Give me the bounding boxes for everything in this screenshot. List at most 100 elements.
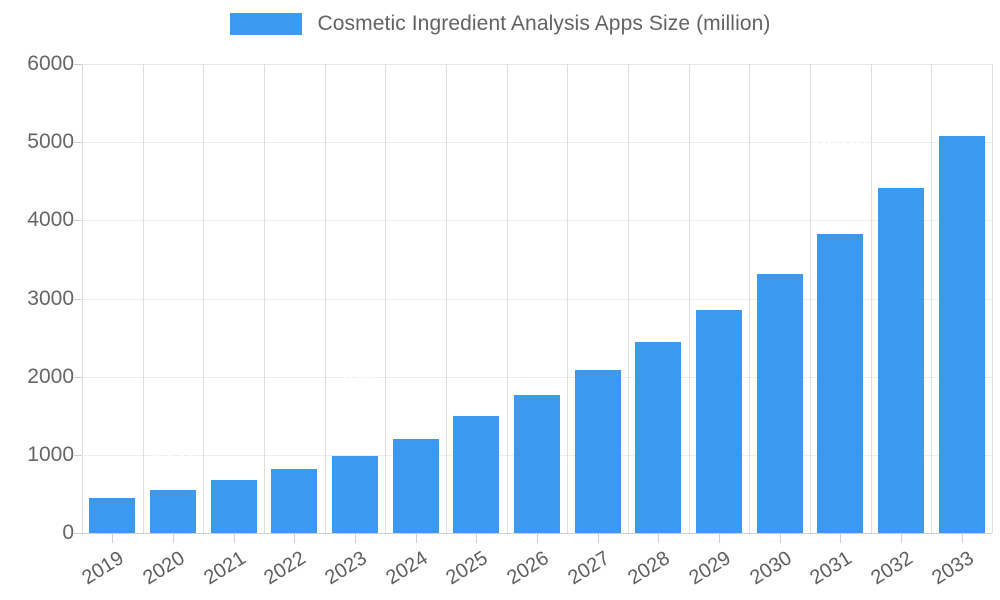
x-axis-tick-mark: [719, 534, 720, 543]
y-axis-tick-mark: [74, 299, 82, 300]
gridline-vertical: [325, 64, 326, 533]
bar-slot[interactable]: 2080: [567, 64, 628, 533]
gridline-vertical: [203, 64, 204, 533]
gridline-vertical: [992, 64, 993, 533]
bar-value-label: 820: [273, 388, 316, 417]
bar[interactable]: [938, 135, 985, 533]
gridline-vertical: [931, 64, 932, 533]
bar[interactable]: [271, 468, 318, 533]
x-axis-tick-mark: [780, 534, 781, 543]
x-axis-tick-mark: [234, 534, 235, 543]
gridline-horizontal: [82, 142, 992, 144]
y-axis-tick-label: 1000: [27, 442, 74, 466]
bar[interactable]: [756, 274, 803, 533]
bar-series: 450 550 680 820 980 1200 1500 1770 2080 2440 2850 3…: [82, 64, 992, 533]
bar-value-label: 3830: [812, 134, 869, 163]
bar-value-label: 5080: [933, 78, 990, 107]
x-axis-tick-mark: [537, 534, 538, 543]
bar-slot[interactable]: 680: [203, 64, 264, 533]
gridline-vertical: [689, 64, 690, 533]
gridline-vertical: [507, 64, 508, 533]
gridline-vertical: [810, 64, 811, 533]
y-axis-tick-mark: [74, 64, 82, 65]
bar[interactable]: [877, 187, 924, 533]
bar[interactable]: [392, 439, 439, 533]
gridline-vertical: [628, 64, 629, 533]
bar-slot[interactable]: 820: [264, 64, 325, 533]
bar-slot[interactable]: 4420: [871, 64, 932, 533]
x-axis-tick-label: 2022: [260, 547, 310, 590]
x-axis-tick-label: 2033: [927, 547, 978, 590]
gridline-vertical: [264, 64, 265, 533]
x-axis-tick-mark: [294, 534, 295, 543]
x-axis-tick-label: 2030: [745, 547, 796, 590]
bar[interactable]: [453, 415, 500, 533]
x-axis-tick-label: 2032: [867, 547, 917, 590]
gridline-horizontal: [82, 64, 992, 65]
bar[interactable]: [513, 394, 560, 533]
gridline-vertical: [749, 64, 750, 533]
legend-color-swatch[interactable]: [229, 13, 302, 35]
y-axis-tick-label: 4000: [27, 208, 74, 232]
bar-slot[interactable]: 1500: [446, 64, 507, 533]
bar-slot[interactable]: 5080: [931, 64, 992, 533]
bar-value-label: 3310: [751, 162, 808, 191]
y-axis-tick-mark: [74, 220, 82, 221]
bar-value-label: 4420: [873, 106, 929, 135]
bar[interactable]: [149, 490, 196, 533]
bar[interactable]: [817, 233, 864, 533]
x-axis-tick-label: 2023: [321, 547, 371, 590]
x-axis-tick-label: 2020: [139, 547, 189, 590]
y-axis-tick-mark: [74, 377, 82, 378]
bar-value-label: 550: [152, 444, 194, 473]
x-axis-tick-label: 2027: [563, 547, 614, 590]
bar[interactable]: [635, 342, 682, 533]
bar-slot[interactable]: 2440: [628, 64, 689, 533]
bar-slot[interactable]: 2850: [689, 64, 750, 533]
x-axis-tick-mark: [598, 534, 599, 543]
bar-slot[interactable]: 550: [143, 64, 204, 533]
y-axis-tick-label: 0: [62, 521, 74, 544]
x-axis-tick-label: 2031: [806, 547, 856, 590]
bar-value-label: 2440: [630, 219, 687, 248]
bar-slot[interactable]: 450: [82, 64, 143, 533]
bar[interactable]: [695, 310, 742, 533]
gridline-horizontal: [82, 220, 992, 222]
y-axis-tick-label: 6000: [27, 52, 74, 75]
y-axis-tick-mark: [74, 455, 82, 456]
bar-slot[interactable]: 1200: [385, 64, 446, 533]
x-axis-tick-label: 2026: [503, 547, 553, 590]
bar-value-label: 1500: [448, 303, 505, 332]
y-axis-tick-label: 3000: [27, 286, 74, 310]
gridline-horizontal: [82, 533, 992, 534]
x-axis-tick-mark: [416, 534, 417, 543]
gridline-horizontal: [82, 298, 992, 300]
bar-value-label: 2850: [691, 191, 747, 219]
bar[interactable]: [89, 497, 136, 533]
bar[interactable]: [331, 456, 378, 533]
bar[interactable]: [574, 370, 621, 533]
chart-legend: Cosmetic Ingredient Analysis Apps Size (…: [0, 12, 1000, 36]
bar-value-label: 680: [212, 416, 255, 445]
bar-value-label: 1200: [387, 332, 444, 360]
legend-series-label: Cosmetic Ingredient Analysis Apps Size (…: [317, 12, 771, 35]
x-axis-tick-label: 2025: [442, 547, 492, 590]
gridline-vertical: [385, 64, 386, 533]
x-axis-tick-label: 2029: [685, 547, 735, 590]
x-axis-tick-mark: [840, 534, 841, 543]
x-axis-tick-mark: [355, 534, 356, 543]
x-axis-tick-label: 2024: [381, 547, 432, 590]
x-axis-tick-mark: [658, 534, 659, 543]
bar-slot[interactable]: 980: [325, 64, 386, 533]
gridline-vertical: [446, 64, 447, 533]
bar-value-label: 1770: [509, 275, 565, 304]
x-axis-tick-mark: [112, 534, 113, 543]
x-axis-tick-mark: [901, 534, 902, 543]
bar[interactable]: [210, 479, 257, 533]
bar-slot[interactable]: 3310: [749, 64, 810, 533]
gridline-vertical: [871, 64, 872, 533]
bar-slot[interactable]: 1770: [507, 64, 568, 533]
x-axis-tick-label: 2021: [199, 547, 250, 590]
x-axis-tick-mark: [173, 534, 174, 543]
bar-slot[interactable]: 3830: [810, 64, 871, 533]
